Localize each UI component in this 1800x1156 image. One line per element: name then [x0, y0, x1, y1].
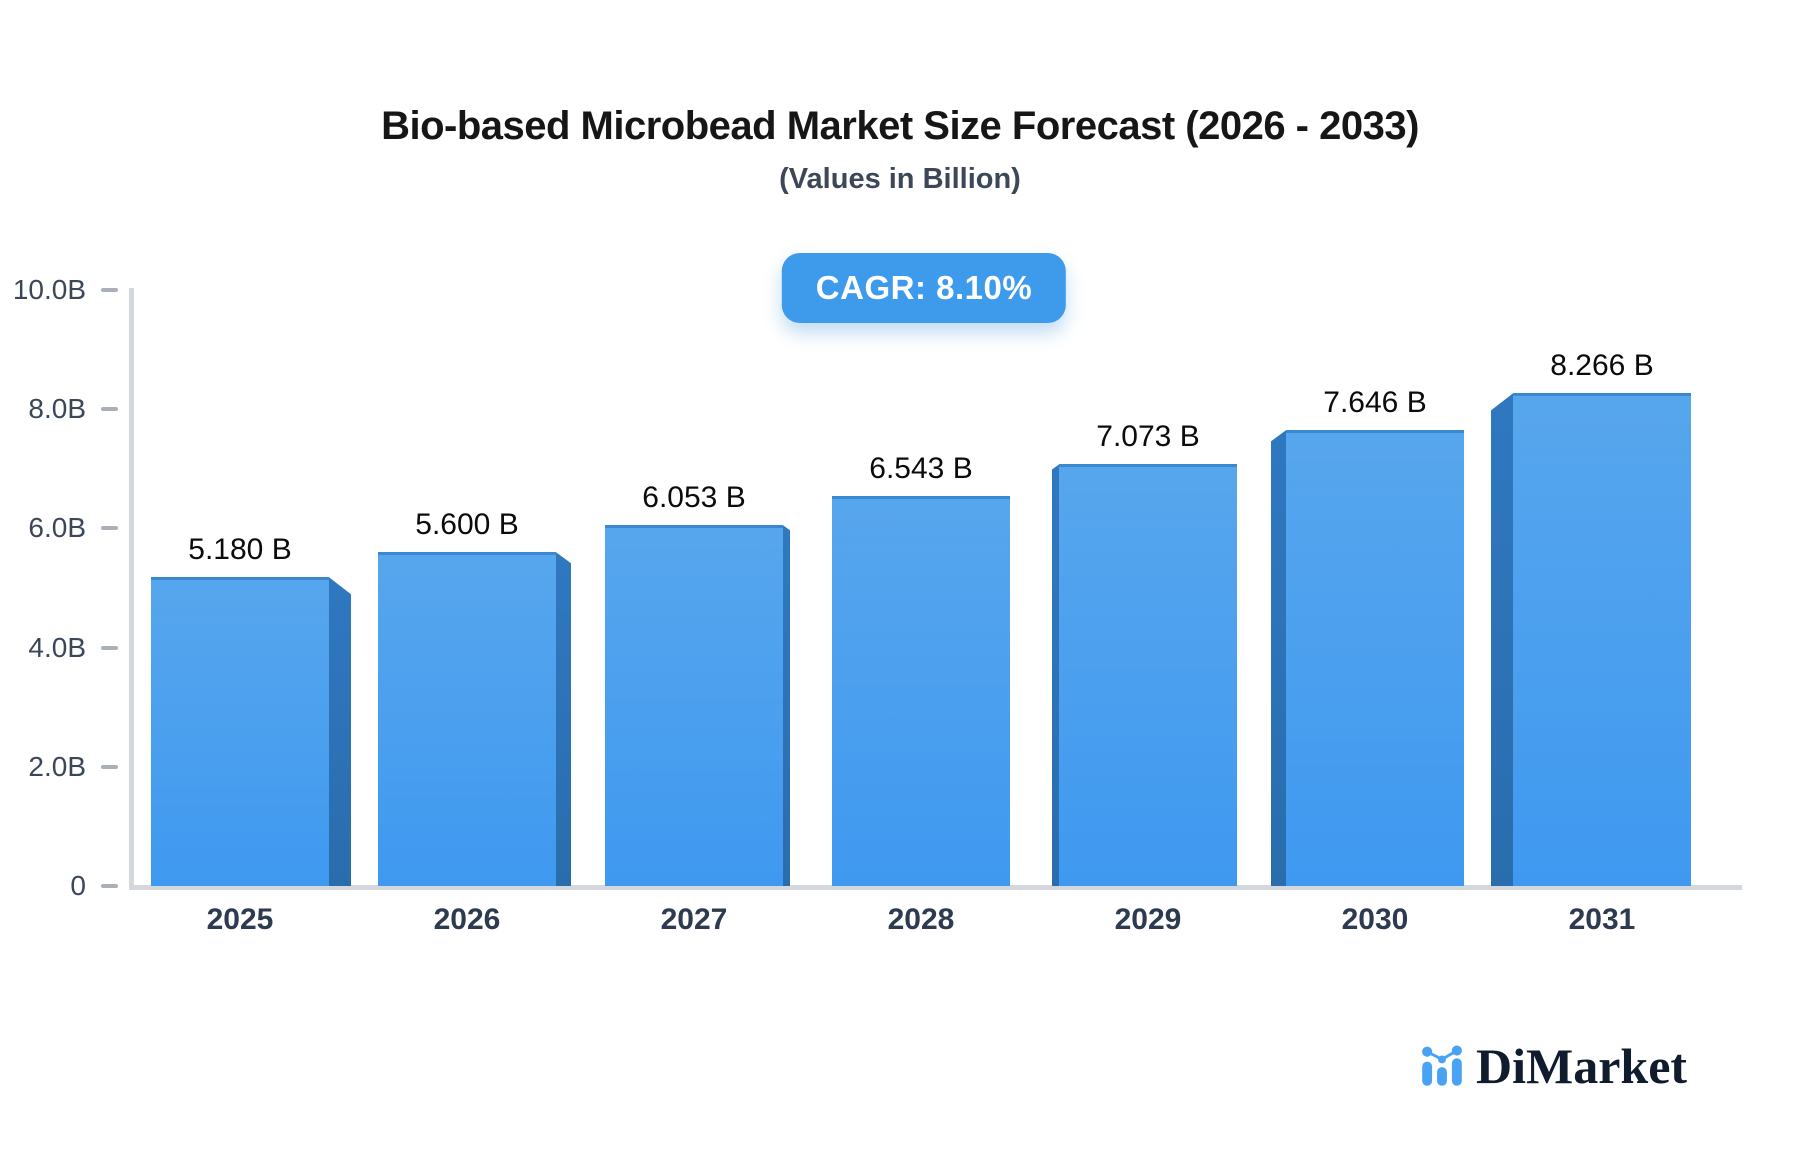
y-tick-label: 10.0B	[12, 274, 86, 305]
bar-side-face	[556, 552, 571, 886]
bar-side-face	[1491, 393, 1513, 886]
bar-top-edge	[1059, 464, 1237, 468]
y-tick-mark	[101, 764, 118, 769]
bar-2026[interactable]	[378, 552, 571, 886]
bar-top-edge	[832, 496, 1010, 500]
x-axis-label-2031: 2031	[1568, 903, 1636, 936]
bar-2029[interactable]	[1052, 464, 1237, 886]
bar-top-edge	[1286, 430, 1464, 434]
x-axis-label-2026: 2026	[433, 903, 501, 936]
bar-2027[interactable]	[605, 525, 790, 886]
x-axis-label-2030: 2030	[1341, 903, 1409, 936]
chart-title: Bio-based Microbead Market Size Forecast…	[381, 104, 1419, 148]
bar-front-face	[1513, 393, 1691, 886]
y-tick-mark	[101, 884, 118, 888]
bar-top-edge	[1513, 393, 1691, 397]
bar-value-label-2030: 7.646 B	[1323, 386, 1427, 420]
y-tick-label: 8.0B	[28, 393, 86, 425]
bar-2031[interactable]	[1491, 393, 1691, 886]
brand-logo: DiMarket	[1420, 1040, 1687, 1092]
y-tick-label: 4.0B	[28, 631, 86, 663]
bar-front-face	[1059, 464, 1237, 886]
bar-2025[interactable]	[151, 577, 351, 886]
brand-chart-icon	[1422, 1045, 1462, 1086]
brand-logo-text: DiMarket	[1476, 1038, 1688, 1094]
bar-value-label-2031: 8.266 B	[1550, 349, 1654, 383]
y-tick-mark	[101, 288, 118, 292]
bar-side-face	[1052, 464, 1059, 886]
bar-side-face	[1271, 430, 1286, 886]
bar-front-face	[151, 577, 329, 886]
x-axis-line	[129, 885, 1742, 890]
bar-top-edge	[378, 552, 556, 556]
x-axis-label-2028: 2028	[887, 903, 955, 936]
x-axis-label-2029: 2029	[1114, 903, 1182, 936]
bar-value-label-2025: 5.180 B	[188, 533, 292, 567]
y-axis-line	[129, 288, 134, 890]
cagr-badge: CAGR: 8.10%	[781, 253, 1067, 323]
bar-value-label-2028: 6.543 B	[869, 452, 973, 486]
y-tick-label: 6.0B	[28, 512, 86, 544]
x-axis-label-2027: 2027	[660, 903, 728, 936]
bar-top-edge	[151, 577, 329, 581]
y-tick-mark	[101, 407, 118, 412]
y-tick-label: 2.0B	[28, 750, 86, 782]
y-tick-mark	[101, 526, 118, 531]
bar-side-face	[783, 525, 790, 886]
bar-value-label-2026: 5.600 B	[415, 508, 519, 542]
bar-side-face	[329, 577, 351, 886]
bar-front-face	[832, 496, 1010, 886]
bar-front-face	[378, 552, 556, 886]
bar-2030[interactable]	[1271, 430, 1464, 886]
chart-subtitle: (Values in Billion)	[779, 163, 1021, 195]
bar-front-face	[1286, 430, 1464, 886]
y-tick-mark	[101, 645, 118, 650]
bar-front-face	[605, 525, 783, 886]
y-tick-label: 0	[70, 870, 86, 901]
bar-top-edge	[605, 525, 783, 529]
x-axis-label-2025: 2025	[206, 903, 274, 936]
cagr-label: CAGR: 8.10%	[815, 269, 1033, 306]
bar-value-label-2027: 6.053 B	[642, 481, 746, 515]
bar-2028[interactable]	[832, 496, 1010, 886]
bar-value-label-2029: 7.073 B	[1096, 420, 1200, 454]
